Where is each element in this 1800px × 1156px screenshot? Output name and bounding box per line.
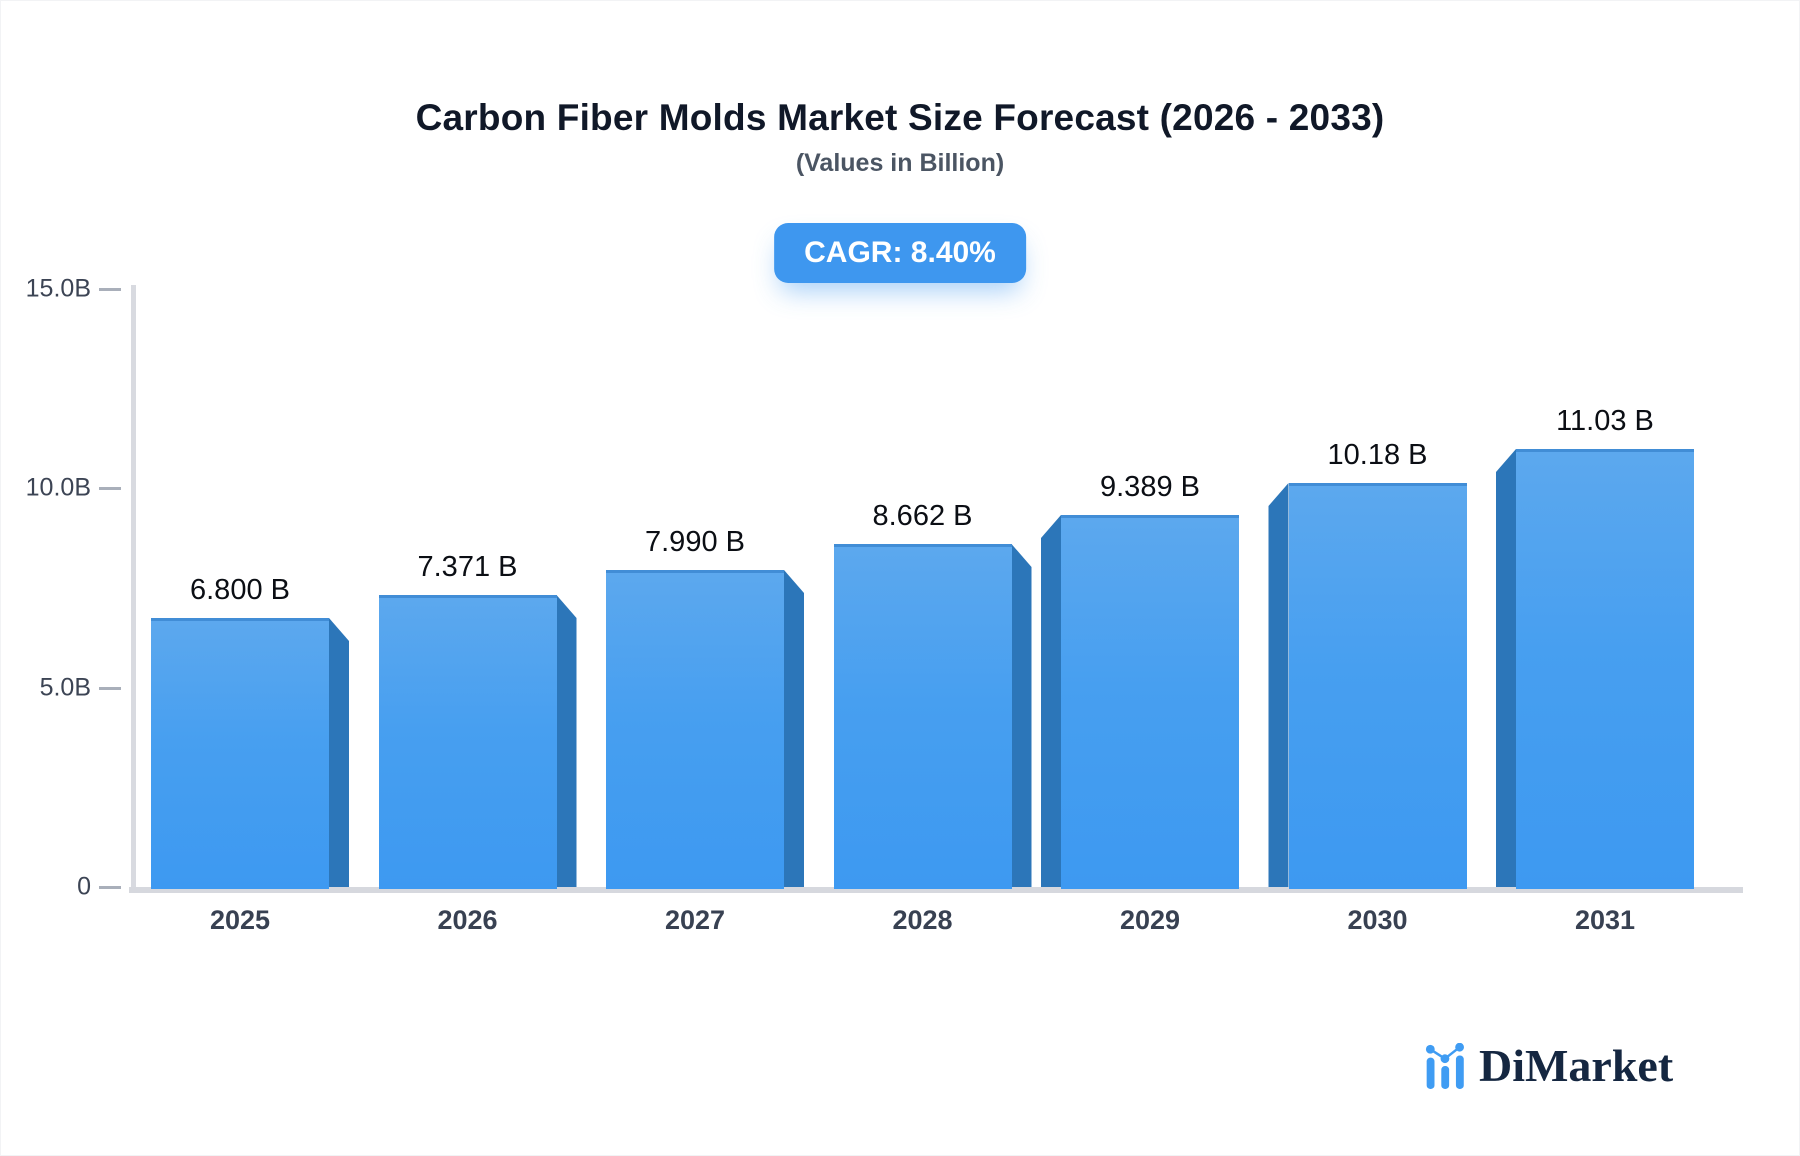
bar-3d-side bbox=[556, 595, 577, 889]
x-axis-label: 2029 bbox=[1119, 905, 1181, 935]
bar-value-label: 6.800 B bbox=[190, 574, 290, 606]
bar-value-label: 7.371 B bbox=[417, 551, 518, 583]
x-axis-label: 2031 bbox=[1574, 905, 1636, 935]
bar-3d-side bbox=[1268, 483, 1289, 889]
bar-value-label: 7.990 B bbox=[645, 526, 745, 558]
y-axis-label: 15.0B bbox=[25, 274, 91, 303]
bar-2026 bbox=[378, 595, 557, 889]
x-axis-line bbox=[129, 887, 1743, 893]
cagr-badge: CAGR: 8.40% bbox=[774, 223, 1026, 283]
bar-2029 bbox=[1061, 515, 1239, 889]
bar-value-label: 9.389 B bbox=[1100, 471, 1200, 503]
x-axis-label: 2025 bbox=[209, 905, 271, 935]
bar-3d-side bbox=[1011, 544, 1032, 889]
bar-3d-side bbox=[1041, 515, 1061, 889]
bar-value-label: 10.18 B bbox=[1327, 439, 1428, 471]
dimarket-chart-icon bbox=[1425, 1043, 1464, 1089]
bar-2028 bbox=[833, 544, 1012, 889]
x-axis-label: 2030 bbox=[1347, 905, 1408, 935]
y-axis-tick bbox=[99, 288, 121, 291]
brand-logo-text: DiMarket bbox=[1479, 1040, 1674, 1091]
y-axis-label: 10.0B bbox=[25, 473, 91, 502]
bar-3d-side bbox=[329, 618, 349, 889]
bar-2030 bbox=[1288, 483, 1467, 889]
chart-subtitle: (Values in Billion) bbox=[795, 149, 1005, 177]
y-axis-line bbox=[131, 285, 136, 893]
y-axis-label: 0 bbox=[77, 872, 91, 901]
chart-title: Carbon Fiber Molds Market Size Forecast … bbox=[415, 97, 1385, 138]
y-axis-tick bbox=[99, 886, 121, 889]
bar-value-label: 11.03 B bbox=[1556, 405, 1654, 437]
bar-2031 bbox=[1516, 449, 1694, 889]
x-axis-label: 2028 bbox=[892, 905, 953, 935]
bar-value-label: 8.662 B bbox=[872, 500, 973, 532]
brand-logo: DiMarket bbox=[1425, 1043, 1673, 1089]
bar-3d-side bbox=[784, 570, 804, 889]
y-axis-label: 5.0B bbox=[39, 673, 91, 702]
y-axis-tick bbox=[99, 487, 121, 491]
bar-2025 bbox=[151, 618, 329, 889]
y-axis-tick bbox=[99, 686, 121, 690]
bar-2027 bbox=[606, 570, 784, 889]
x-axis-label: 2026 bbox=[437, 905, 498, 935]
x-axis-label: 2027 bbox=[664, 905, 726, 935]
bar-3d-side bbox=[1496, 449, 1516, 889]
